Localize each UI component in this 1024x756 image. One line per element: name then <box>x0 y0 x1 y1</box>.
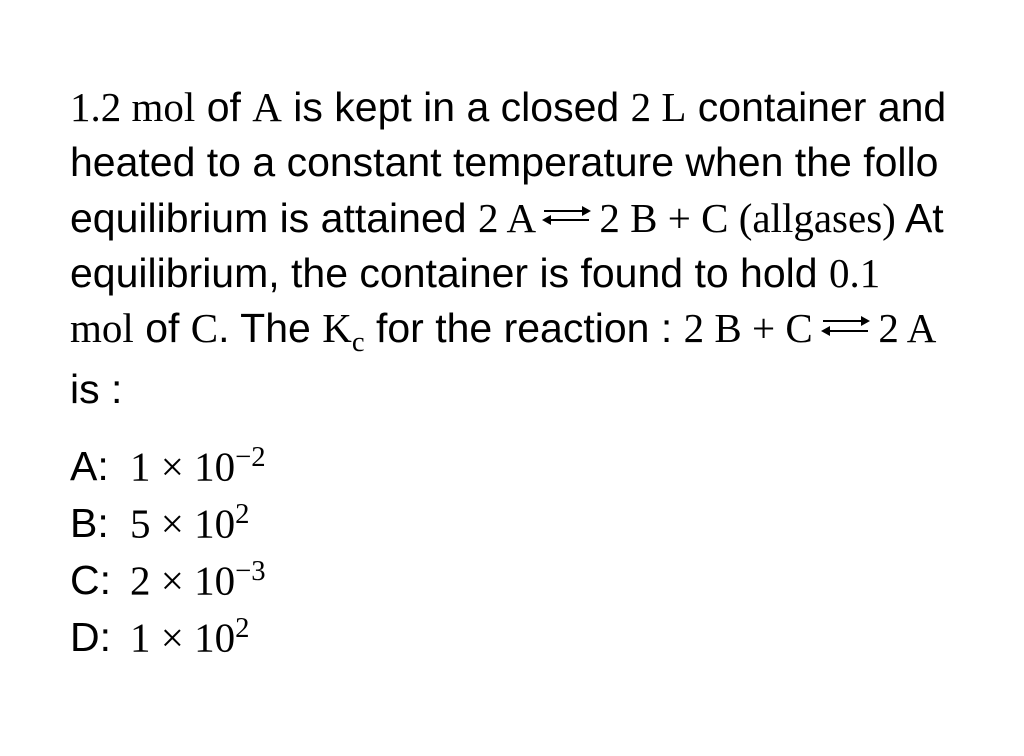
q-species-c: C <box>191 305 218 351</box>
q-text: . The <box>218 305 322 351</box>
option-letter: C: <box>70 553 130 608</box>
option-a: A: 1 × 10−2 <box>70 438 954 495</box>
option-base: 1 × 10 <box>130 443 235 489</box>
q-text: of <box>195 84 252 130</box>
page: 1.2 mol of A is kept in a closed 2 L con… <box>0 0 1024 706</box>
option-exponent: −2 <box>235 441 266 473</box>
option-value: 2 × 10−3 <box>130 552 266 609</box>
option-value: 1 × 102 <box>130 609 249 666</box>
option-base: 2 × 10 <box>130 557 235 603</box>
option-exponent: 2 <box>235 498 249 530</box>
q-amount-a: 1.2 mol <box>70 84 195 130</box>
option-letter: D: <box>70 610 130 665</box>
q-text: of <box>134 305 191 351</box>
option-value: 1 × 10−2 <box>130 438 266 495</box>
q-text: is kept in a closed <box>282 84 631 130</box>
option-b: B: 5 × 102 <box>70 495 954 552</box>
eq2-lhs: 2 B + C <box>684 305 823 351</box>
kc-symbol: K <box>322 305 352 351</box>
eq1-rhs: 2 B + C (allgases) <box>589 195 896 241</box>
option-base: 5 × 10 <box>130 500 235 546</box>
question-text: 1.2 mol of A is kept in a closed 2 L con… <box>70 80 954 418</box>
equilibrium-arrow-icon <box>823 308 868 345</box>
option-value: 5 × 102 <box>130 495 249 552</box>
eq1-lhs: 2 A <box>478 195 544 241</box>
q-species-a: A <box>252 84 282 130</box>
q-text: is : <box>70 366 122 412</box>
eq2-rhs: 2 A <box>868 305 936 351</box>
option-exponent: 2 <box>235 612 249 644</box>
kc-subscript: c <box>352 327 365 359</box>
option-exponent: −3 <box>235 555 266 587</box>
option-base: 1 × 10 <box>130 614 235 660</box>
option-letter: B: <box>70 496 130 551</box>
option-d: D: 1 × 102 <box>70 609 954 666</box>
option-c: C: 2 × 10−3 <box>70 552 954 609</box>
q-volume: 2 L <box>631 84 687 130</box>
q-text: for the reaction : <box>365 305 684 351</box>
option-letter: A: <box>70 439 130 494</box>
options-list: A: 1 × 10−2 B: 5 × 102 C: 2 × 10−3 D: 1 … <box>70 438 954 666</box>
equilibrium-arrow-icon <box>544 197 589 234</box>
